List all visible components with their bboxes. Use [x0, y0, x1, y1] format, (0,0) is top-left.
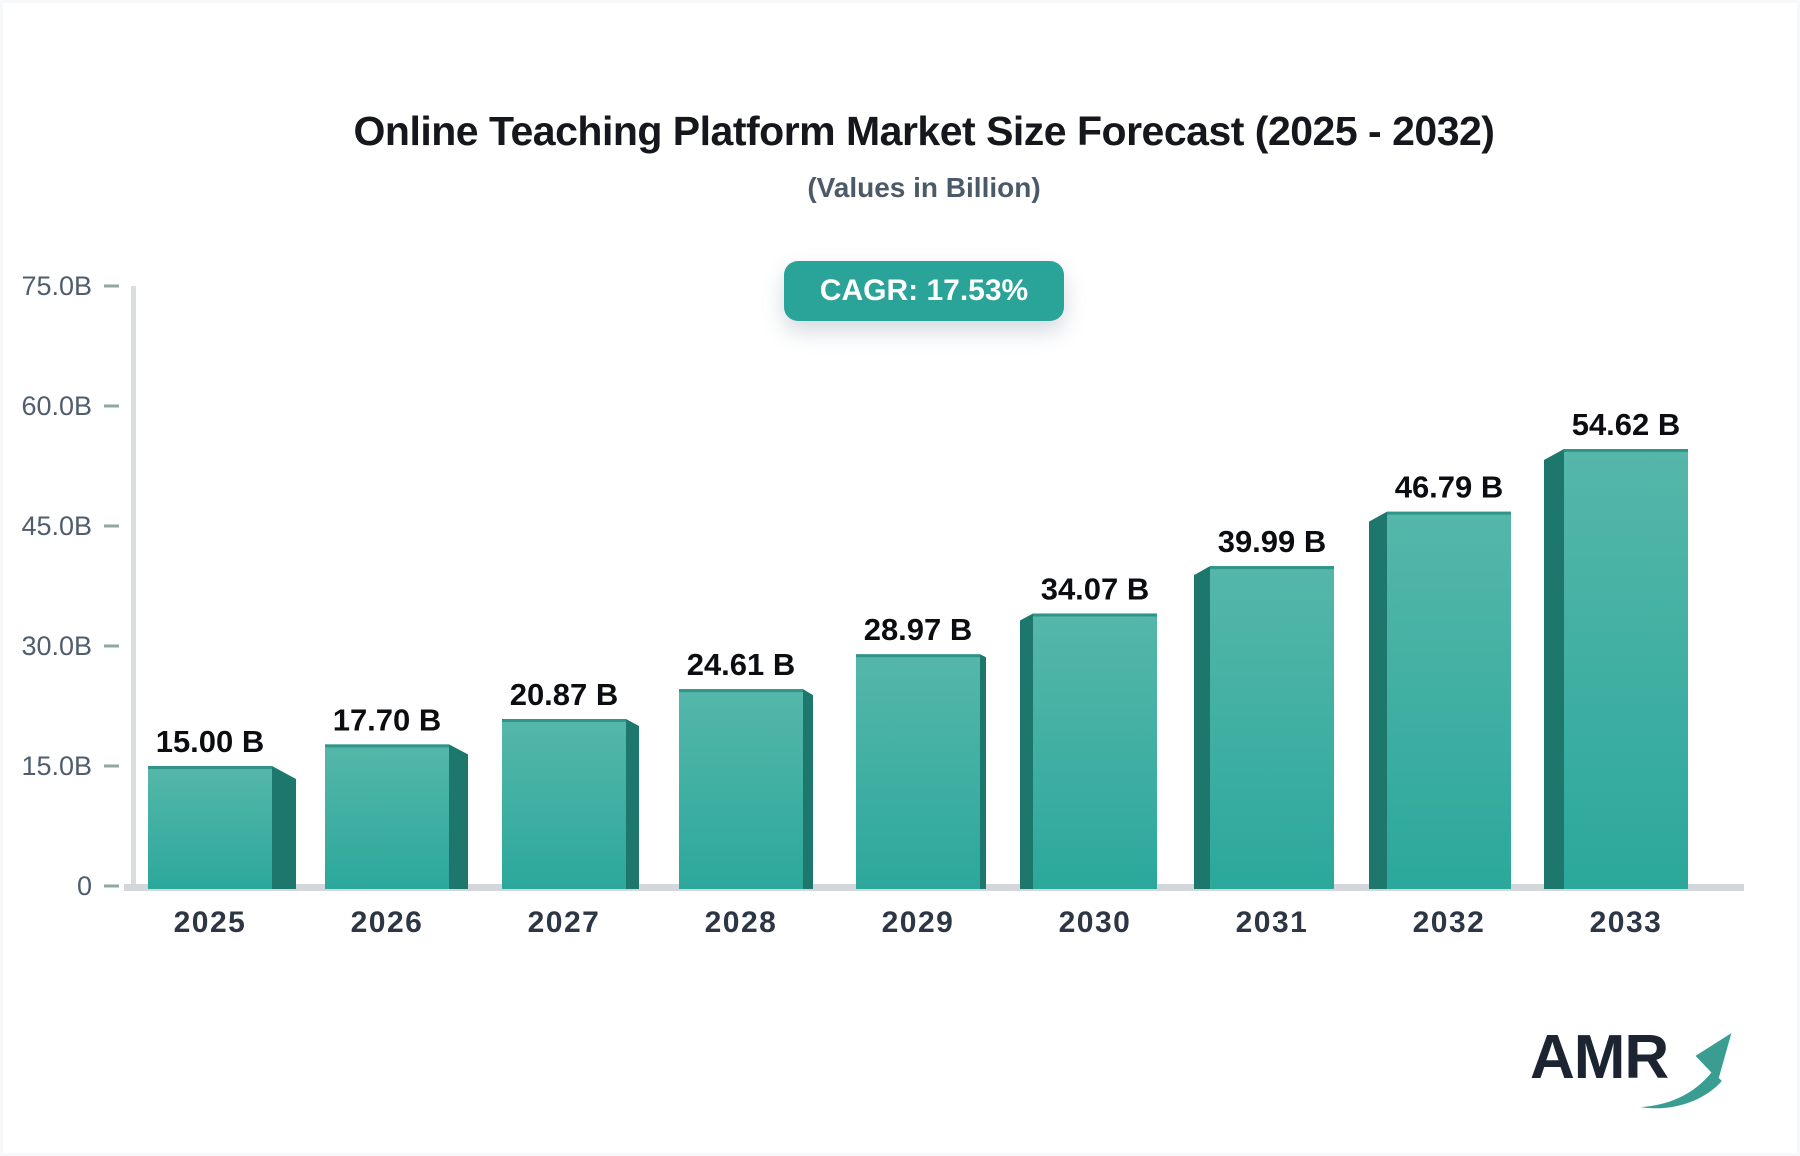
bar-side-2029 [980, 654, 986, 889]
bar-side-2033 [1544, 449, 1564, 889]
chart-title: Online Teaching Platform Market Size For… [353, 108, 1495, 154]
y-axis-line [131, 286, 136, 889]
y-tick-label: 45.0B [21, 511, 92, 541]
x-tick-label: 2033 [1590, 906, 1663, 939]
amr-logo-text: AMR [1530, 1023, 1669, 1092]
bar-value-label: 24.61 B [687, 647, 796, 682]
bar-side-2031 [1194, 566, 1210, 889]
x-tick-label: 2032 [1413, 906, 1486, 939]
bar-2032 [1387, 511, 1511, 889]
x-tick-label: 2031 [1236, 906, 1309, 939]
x-tick-label: 2025 [174, 906, 247, 939]
x-tick-label: 2028 [705, 906, 778, 939]
bar-value-label: 17.70 B [333, 702, 442, 737]
bar-value-label: 46.79 B [1395, 470, 1504, 505]
bar-2033 [1564, 449, 1688, 889]
y-tick-label: 60.0B [21, 391, 92, 421]
bar-2031 [1210, 566, 1334, 889]
bar-side-2025 [272, 766, 296, 889]
bar-value-label: 54.62 B [1572, 407, 1681, 442]
cagr-badge-label: CAGR: 17.53% [819, 274, 1029, 307]
bar-2030 [1033, 613, 1157, 889]
amr-logo: AMR [1530, 1022, 1732, 1122]
bar-value-label: 20.87 B [510, 677, 619, 712]
cagr-badge: CAGR: 17.53% [784, 261, 1064, 321]
bar-2029 [856, 654, 980, 889]
bar-2026 [325, 744, 449, 889]
bar-side-2027 [626, 719, 639, 889]
bar-value-label: 15.00 B [156, 724, 265, 759]
bar-side-2028 [803, 689, 813, 889]
bar-value-label: 34.07 B [1041, 571, 1150, 606]
x-tick-label: 2029 [882, 906, 955, 939]
bar-side-2030 [1020, 613, 1033, 889]
bar-side-2026 [449, 744, 468, 889]
bar-2027 [502, 719, 626, 889]
y-tick-label: 0 [77, 871, 92, 901]
bar-value-label: 28.97 B [864, 612, 973, 647]
x-tick-label: 2027 [528, 906, 601, 939]
growth-arrow-icon [1640, 1033, 1732, 1109]
y-tick-label: 30.0B [21, 631, 92, 661]
bar-2025 [148, 766, 272, 889]
bar-value-label: 39.99 B [1218, 524, 1327, 559]
chart-subtitle: (Values in Billion) [807, 172, 1041, 203]
y-tick-label: 15.0B [21, 751, 92, 781]
bar-side-2032 [1369, 511, 1387, 889]
y-tick-label: 75.0B [21, 271, 92, 301]
bar-2028 [679, 689, 803, 889]
x-tick-label: 2026 [351, 906, 424, 939]
x-tick-label: 2030 [1059, 906, 1132, 939]
